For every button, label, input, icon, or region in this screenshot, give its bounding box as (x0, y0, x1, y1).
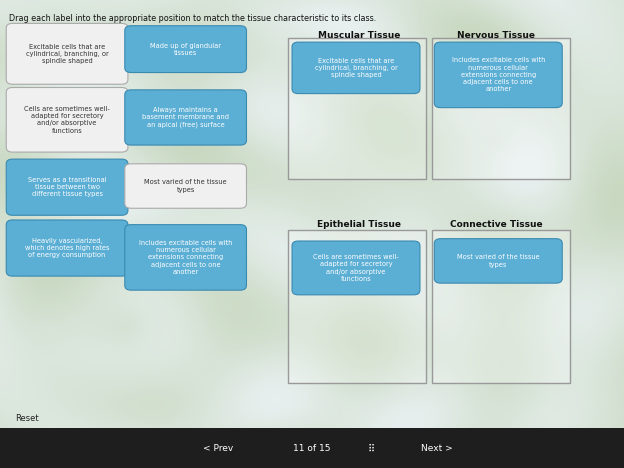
FancyBboxPatch shape (292, 241, 420, 295)
Text: Drag each label into the appropriate position to match the tissue characteristic: Drag each label into the appropriate pos… (9, 14, 377, 23)
FancyBboxPatch shape (125, 26, 246, 73)
FancyBboxPatch shape (0, 428, 624, 468)
FancyBboxPatch shape (125, 90, 246, 145)
Text: < Prev: < Prev (203, 444, 233, 453)
FancyBboxPatch shape (434, 239, 562, 283)
FancyBboxPatch shape (288, 230, 426, 383)
FancyBboxPatch shape (434, 42, 562, 108)
Text: ⠿: ⠿ (368, 443, 375, 453)
Text: Heavily vascularized,
which denotes high rates
of energy consumption: Heavily vascularized, which denotes high… (25, 238, 109, 258)
FancyBboxPatch shape (125, 225, 246, 290)
Text: Includes excitable cells with
numerous cellular
extensions connecting
adjacent c: Includes excitable cells with numerous c… (139, 240, 232, 275)
FancyBboxPatch shape (288, 38, 426, 179)
Text: Cells are sometimes well-
adapted for secretory
and/or absorptive
functions: Cells are sometimes well- adapted for se… (313, 254, 399, 282)
Text: Muscular Tissue: Muscular Tissue (318, 31, 400, 40)
FancyBboxPatch shape (6, 220, 128, 276)
FancyBboxPatch shape (6, 159, 128, 215)
Text: Most varied of the tissue
types: Most varied of the tissue types (457, 254, 540, 268)
FancyBboxPatch shape (125, 164, 246, 208)
Text: Most varied of the tissue
types: Most varied of the tissue types (144, 179, 227, 193)
FancyBboxPatch shape (292, 42, 420, 94)
Text: Connective Tissue: Connective Tissue (450, 220, 542, 229)
Text: Epithelial Tissue: Epithelial Tissue (317, 220, 401, 229)
Text: Excitable cells that are
cylindrical, branching, or
spindle shaped: Excitable cells that are cylindrical, br… (26, 44, 109, 64)
FancyBboxPatch shape (6, 88, 128, 152)
FancyBboxPatch shape (432, 230, 570, 383)
Text: Reset: Reset (16, 414, 39, 424)
Text: Made up of glandular
tissues: Made up of glandular tissues (150, 43, 221, 56)
Text: Cells are sometimes well-
adapted for secretory
and/or absorptive
functions: Cells are sometimes well- adapted for se… (24, 106, 110, 134)
Text: Serves as a transitional
tissue between two
different tissue types: Serves as a transitional tissue between … (27, 177, 107, 197)
FancyBboxPatch shape (432, 38, 570, 179)
Text: Nervous Tissue: Nervous Tissue (457, 31, 535, 40)
Text: Always maintains a
basement membrane and
an apical (free) surface: Always maintains a basement membrane and… (142, 107, 229, 128)
Text: Next >: Next > (421, 444, 452, 453)
Text: 11 of 15: 11 of 15 (293, 444, 331, 453)
Text: Excitable cells that are
cylindrical, branching, or
spindle shaped: Excitable cells that are cylindrical, br… (314, 58, 397, 78)
Text: Includes excitable cells with
numerous cellular
extensions connecting
adjacent c: Includes excitable cells with numerous c… (452, 58, 545, 92)
FancyBboxPatch shape (6, 23, 128, 84)
